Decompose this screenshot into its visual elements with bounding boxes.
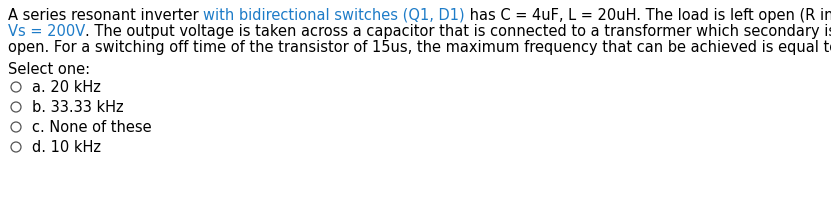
Text: open. For a switching off time of the transistor of 15us, the maximum frequency : open. For a switching off time of the tr… (8, 40, 831, 55)
Text: has C = 4uF, L = 20uH. The load is left open (R infinity) and: has C = 4uF, L = 20uH. The load is left … (465, 8, 831, 23)
Text: A series resonant inverter: A series resonant inverter (8, 8, 204, 23)
Text: b. 33.33 kHz: b. 33.33 kHz (32, 100, 124, 115)
Text: Vs = 200V: Vs = 200V (8, 24, 86, 39)
Text: c. None of these: c. None of these (32, 120, 151, 135)
Text: d. 10 kHz: d. 10 kHz (32, 140, 101, 155)
Text: a. 20 kHz: a. 20 kHz (32, 80, 101, 95)
Text: with bidirectional switches (Q1, D1): with bidirectional switches (Q1, D1) (204, 8, 465, 23)
Text: . The output voltage is taken across a capacitor that is connected to a transfor: . The output voltage is taken across a c… (86, 24, 831, 39)
Text: Select one:: Select one: (8, 62, 90, 77)
